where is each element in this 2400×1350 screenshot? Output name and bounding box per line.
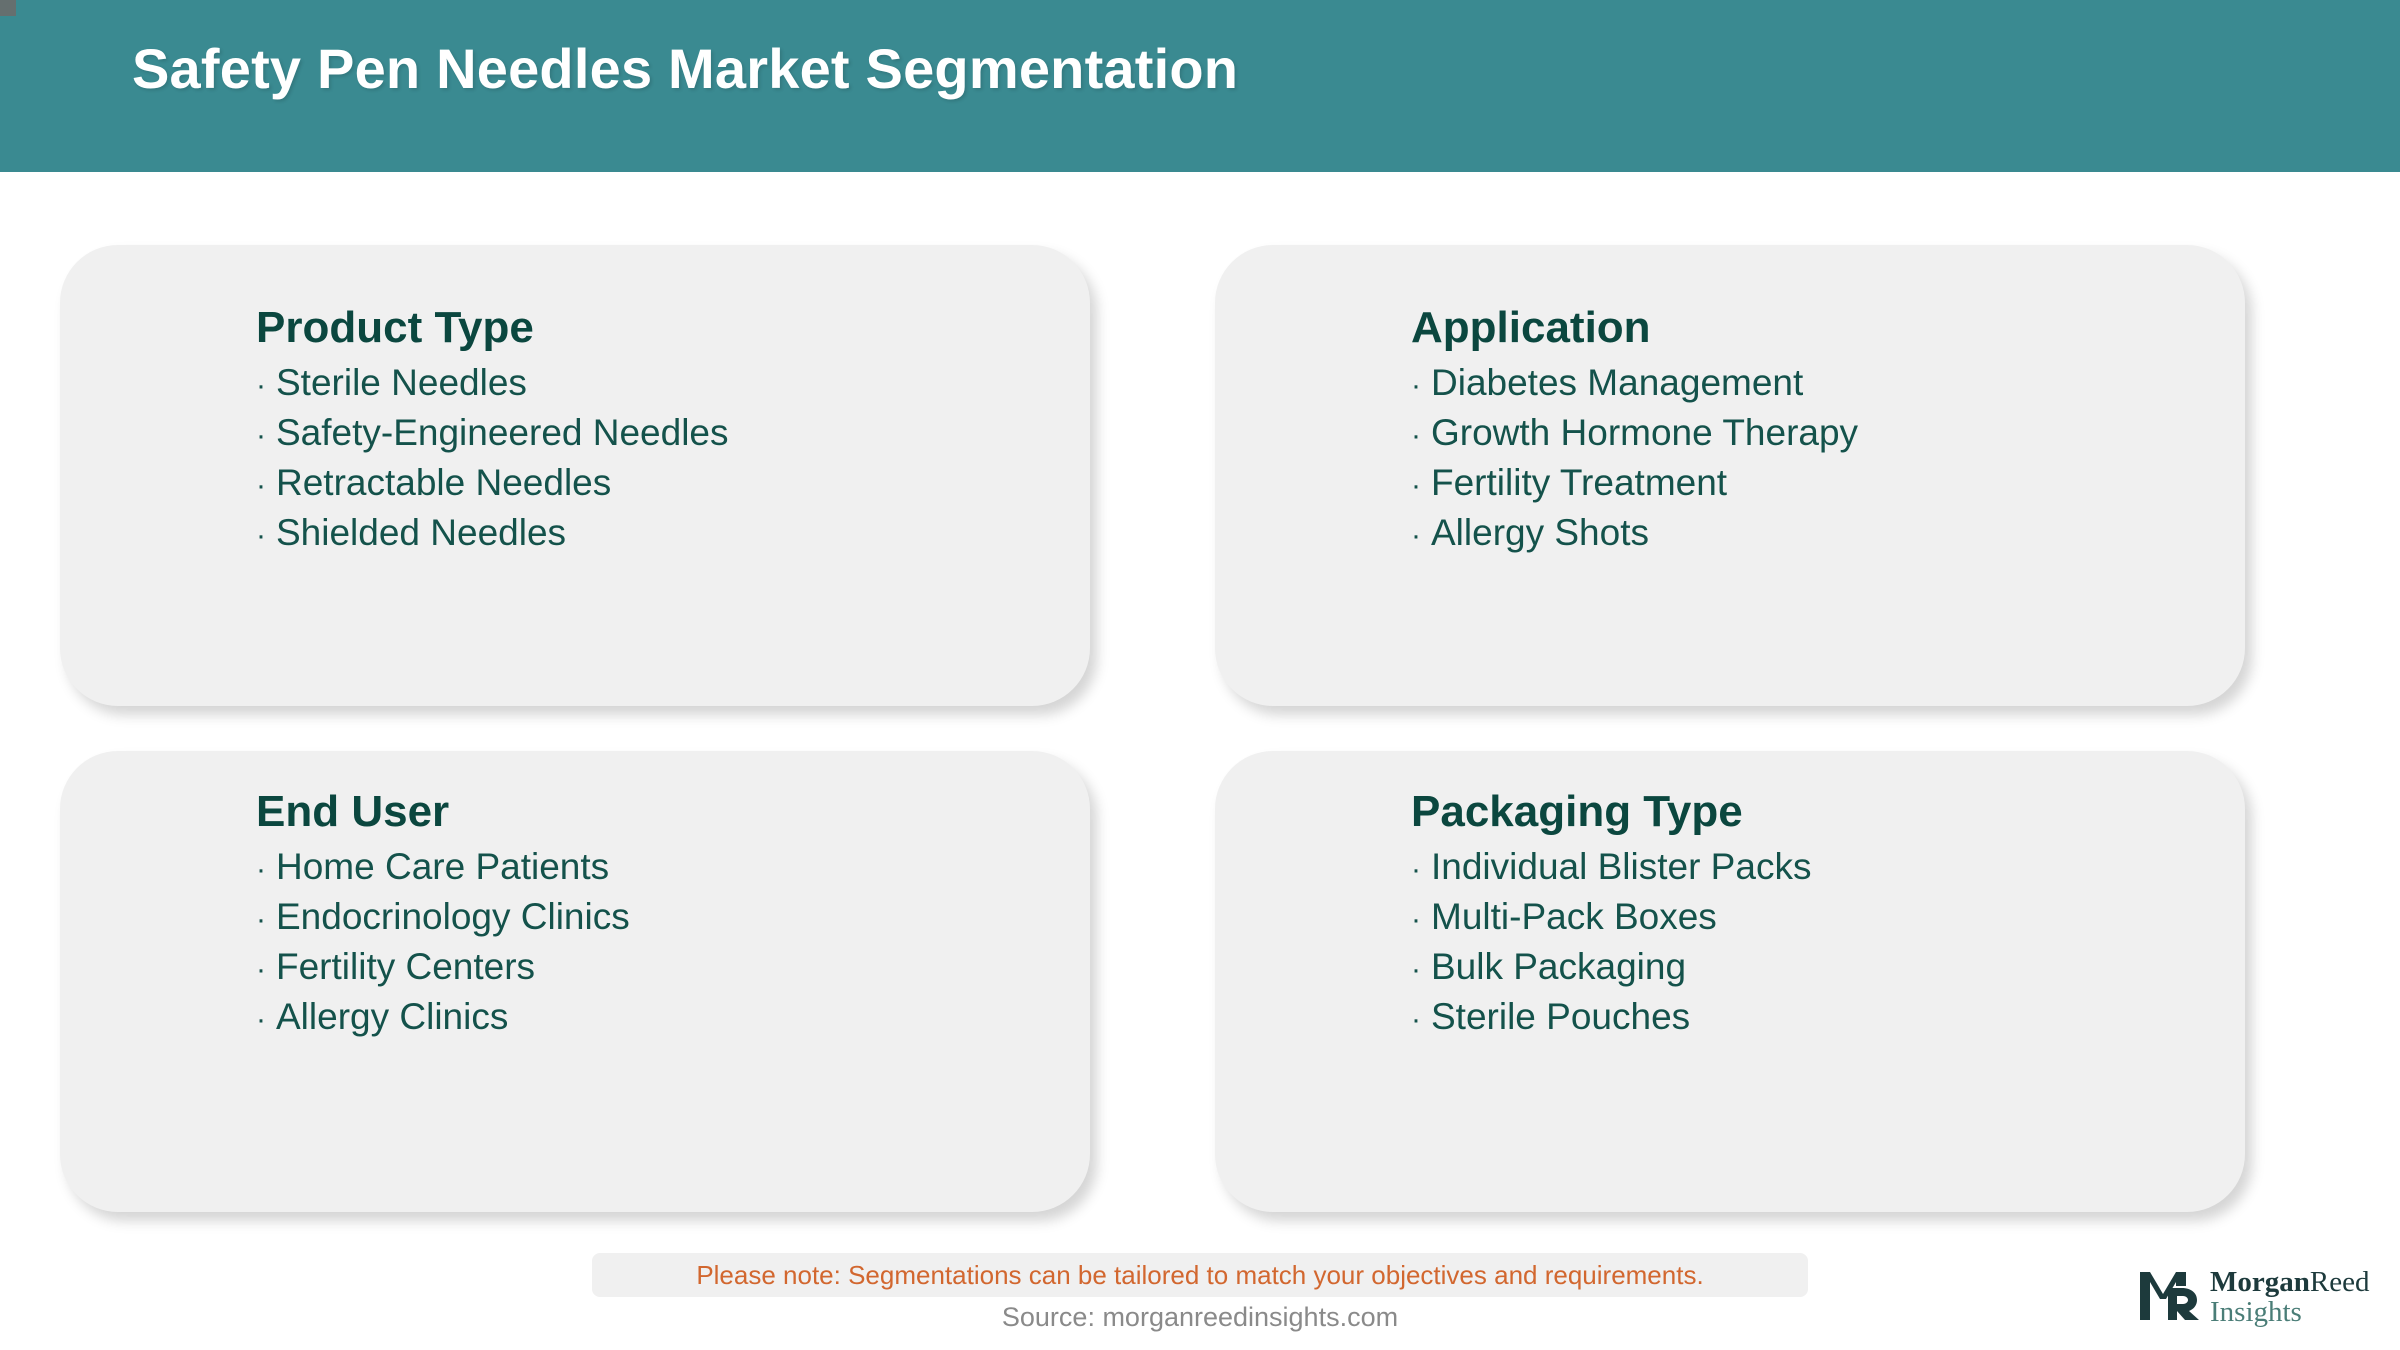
card-item-list: · Individual Blister Packs · Multi-Pack Bo…	[1411, 842, 2205, 1042]
list-item-label: Individual Blister Packs	[1431, 846, 1812, 888]
list-item-label: Endocrinology Clinics	[276, 896, 630, 938]
bullet-icon: ·	[256, 953, 266, 987]
card-item-list: · Home Care Patients · Endocrinology Clini…	[256, 842, 1050, 1042]
bullet-icon: ·	[256, 903, 266, 937]
list-item: · Diabetes Management	[1411, 358, 2205, 408]
list-item-label: Safety-Engineered Needles	[276, 412, 729, 454]
list-item-label: Growth Hormone Therapy	[1431, 412, 1859, 454]
bullet-icon: ·	[1411, 469, 1421, 503]
bullet-icon: ·	[1411, 369, 1421, 403]
list-item-label: Retractable Needles	[276, 462, 612, 504]
list-item-label: Allergy Shots	[1431, 512, 1649, 554]
bullet-icon: ·	[1411, 519, 1421, 553]
logo-wordmark: MorganReed Insights	[2210, 1268, 2369, 1327]
card-content: Product Type · Sterile Needles · Safety-En…	[256, 303, 1050, 558]
list-item: · Endocrinology Clinics	[256, 892, 1050, 942]
brand-logo: MorganReed Insights	[2138, 1262, 2378, 1334]
list-item-label: Shielded Needles	[276, 512, 567, 554]
list-item: · Sterile Needles	[256, 358, 1050, 408]
card-item-list: · Sterile Needles · Safety-Engineered Need…	[256, 358, 1050, 558]
list-item: · Multi-Pack Boxes	[1411, 892, 2205, 942]
list-item: · Safety-Engineered Needles	[256, 408, 1050, 458]
bullet-icon: ·	[256, 1003, 266, 1037]
list-item: · Individual Blister Packs	[1411, 842, 2205, 892]
list-item: · Home Care Patients	[256, 842, 1050, 892]
page-title: Safety Pen Needles Market Segmentation	[132, 37, 1239, 100]
card-content: End User · Home Care Patients · Endocrinol…	[256, 787, 1050, 1042]
corner-notch-decoration	[0, 0, 16, 16]
logo-line-morganreed: MorganReed	[2210, 1268, 2369, 1298]
card-content: Application · Diabetes Management · Growth…	[1411, 303, 2205, 558]
list-item: · Sterile Pouches	[1411, 992, 2205, 1042]
disclaimer-note-text: Please note: Segmentations can be tailor…	[696, 1259, 1704, 1290]
list-item: · Fertility Centers	[256, 942, 1050, 992]
bullet-icon: ·	[1411, 1003, 1421, 1037]
segment-card-end-user: End User · Home Care Patients · Endocrinol…	[60, 751, 1090, 1212]
source-attribution: Source: morganreedinsights.com	[1001, 1302, 1399, 1332]
list-item-label: Sterile Pouches	[1431, 996, 1691, 1038]
bullet-icon: ·	[256, 369, 266, 403]
card-heading: Application	[1411, 303, 1651, 352]
card-heading: End User	[256, 787, 450, 836]
list-item: · Retractable Needles	[256, 458, 1050, 508]
list-item: · Bulk Packaging	[1411, 942, 2205, 992]
segment-card-product-type: Product Type · Sterile Needles · Safety-En…	[60, 245, 1090, 706]
list-item: · Allergy Shots	[1411, 508, 2205, 558]
mr-monogram-icon	[2138, 1270, 2200, 1327]
bullet-icon: ·	[256, 469, 266, 503]
bullet-icon: ·	[256, 419, 266, 453]
list-item-label: Fertility Centers	[276, 946, 536, 988]
card-content: Packaging Type · Individual Blister Packs…	[1411, 787, 2205, 1042]
card-heading: Product Type	[256, 303, 534, 352]
disclaimer-note-box: Please note: Segmentations can be tailor…	[592, 1253, 1808, 1297]
bullet-icon: ·	[1411, 903, 1421, 937]
list-item-label: Sterile Needles	[276, 362, 527, 404]
list-item-label: Bulk Packaging	[1431, 946, 1687, 988]
bullet-icon: ·	[1411, 953, 1421, 987]
card-heading: Packaging Type	[1411, 787, 1743, 836]
segment-card-packaging-type: Packaging Type · Individual Blister Packs…	[1215, 751, 2245, 1212]
list-item: · Shielded Needles	[256, 508, 1050, 558]
logo-line-insights: Insights	[2210, 1296, 2302, 1328]
segment-card-application: Application · Diabetes Management · Growth…	[1215, 245, 2245, 706]
list-item: · Fertility Treatment	[1411, 458, 2205, 508]
list-item-label: Allergy Clinics	[276, 996, 509, 1038]
logo-word-morgan: Morgan	[2210, 1266, 2310, 1299]
bullet-icon: ·	[256, 519, 266, 553]
list-item-label: Multi-Pack Boxes	[1431, 896, 1717, 938]
header-band: Safety Pen Needles Market Segmentation	[0, 0, 2400, 172]
list-item-label: Home Care Patients	[276, 846, 610, 888]
bullet-icon: ·	[1411, 419, 1421, 453]
bullet-icon: ·	[1411, 853, 1421, 887]
bullet-icon: ·	[256, 853, 266, 887]
list-item: · Growth Hormone Therapy	[1411, 408, 2205, 458]
list-item-label: Diabetes Management	[1431, 362, 1804, 404]
list-item: · Allergy Clinics	[256, 992, 1050, 1042]
list-item-label: Fertility Treatment	[1431, 462, 1728, 504]
card-item-list: · Diabetes Management · Growth Hormone The…	[1411, 358, 2205, 558]
logo-word-reed: Reed	[2309, 1266, 2370, 1299]
